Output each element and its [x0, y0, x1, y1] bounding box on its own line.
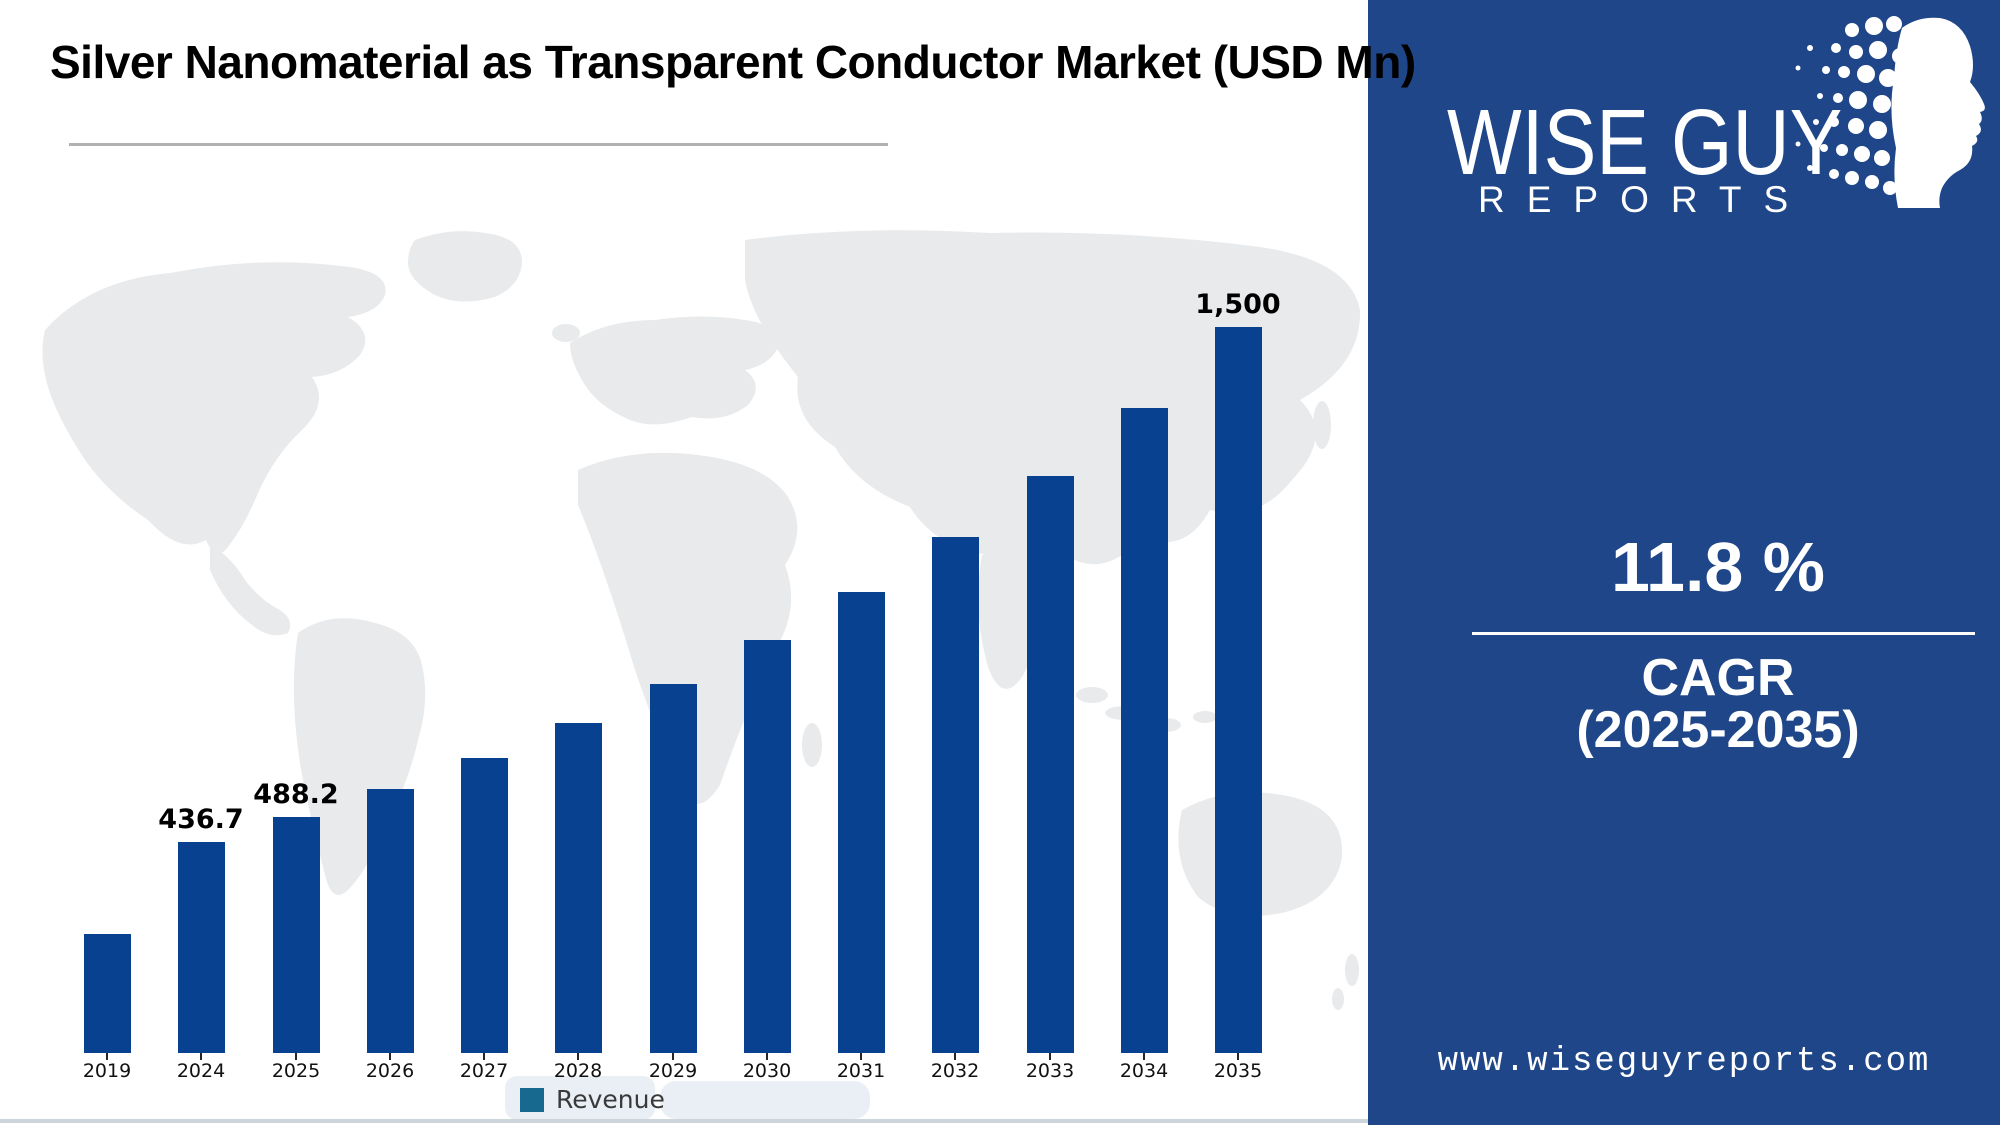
x-axis-tick [389, 1053, 391, 1060]
bar-2030 [743, 640, 791, 1053]
legend: Revenue [520, 1087, 665, 1113]
x-axis-tick [1237, 1053, 1239, 1060]
x-axis-tick [1143, 1053, 1145, 1060]
world-map-background [42, 230, 1361, 1010]
bar-2025 [272, 817, 320, 1053]
stat-divider [1472, 632, 1975, 635]
x-axis-tick [766, 1053, 768, 1060]
bar-2034 [1120, 408, 1168, 1053]
x-axis-tick [577, 1053, 579, 1060]
x-tick-label-2019: 2019 [82, 1060, 132, 1082]
x-tick-label-2024: 2024 [176, 1060, 226, 1082]
x-axis-tick [106, 1053, 108, 1060]
bar-2019 [83, 934, 131, 1053]
wise-guy-head-icon [1795, 16, 1985, 208]
x-tick-label-2028: 2028 [553, 1060, 603, 1082]
chart-area: 2019 2024 436.7 2025 488.2 2026 2027 2028 2029 20… [0, 230, 1368, 1123]
map-greenland [408, 231, 522, 302]
bars-layer: 2019 2024 436.7 2025 488.2 2026 2027 2028 2029 20… [82, 289, 1281, 1082]
x-tick-label-2030: 2030 [742, 1060, 792, 1082]
x-tick-label-2025: 2025 [271, 1060, 321, 1082]
chart-bottom-rule [0, 1119, 1368, 1123]
logo-reports-text: REPORTS [1478, 179, 1811, 220]
x-axis-tick [1049, 1053, 1051, 1060]
x-tick-label-2027: 2027 [459, 1060, 509, 1082]
x-tick-label-2031: 2031 [836, 1060, 886, 1082]
bar-2026 [366, 789, 414, 1053]
map-madagascar [802, 723, 822, 767]
map-japan [1313, 401, 1331, 449]
map-antarctica-fragment [660, 1081, 870, 1119]
map-north-america [42, 262, 386, 554]
x-axis-tick [295, 1053, 297, 1060]
logo-wise-guy-text: WISE GUY [1447, 90, 1843, 194]
x-tick-label-2029: 2029 [648, 1060, 698, 1082]
bar-2033 [1026, 476, 1074, 1053]
bar-2027 [460, 758, 508, 1053]
title-underline [69, 143, 888, 146]
x-axis-tick [483, 1053, 485, 1060]
map-europe [570, 316, 779, 425]
website-link[interactable]: www.wiseguyreports.com [1437, 1043, 1931, 1081]
x-tick-label-2033: 2033 [1025, 1060, 1075, 1082]
map-india [978, 553, 1039, 689]
page-title: Silver Nanomaterial as Transparent Condu… [50, 36, 1416, 88]
bar-2029 [649, 684, 697, 1053]
map-south-america [293, 618, 426, 895]
bar-value-label-2024: 436.7 [158, 804, 244, 835]
x-axis-tick [860, 1053, 862, 1060]
legend-revenue-label: Revenue [556, 1085, 665, 1114]
map-africa [578, 452, 798, 804]
x-tick-label-2035: 2035 [1213, 1060, 1263, 1082]
x-axis-tick [672, 1053, 674, 1060]
bar-2031 [837, 592, 885, 1053]
bar-2024 [177, 842, 225, 1053]
cagr-label: CAGR [1641, 649, 1795, 707]
legend-revenue-swatch [520, 1088, 544, 1112]
x-axis-tick [200, 1053, 202, 1060]
sidebar: WISE GUY REPORTS 11.8 % CAGR (2025-2035) [1368, 0, 2000, 1125]
bar-2035 [1214, 327, 1262, 1053]
x-tick-label-2032: 2032 [930, 1060, 980, 1082]
cagr-value: 11.8 % [1610, 528, 1826, 606]
bar-2032 [931, 537, 979, 1053]
x-tick-label-2026: 2026 [365, 1060, 415, 1082]
map-new-zealand [1345, 954, 1359, 986]
x-axis-tick [954, 1053, 956, 1060]
map-central-america [210, 545, 291, 636]
map-asia [745, 230, 1361, 574]
bar-value-label-2035: 1,500 [1195, 289, 1281, 320]
x-tick-label-2034: 2034 [1119, 1060, 1169, 1082]
cagr-period: (2025-2035) [1576, 701, 1860, 759]
bar-value-label-2025: 488.2 [253, 779, 339, 810]
map-uk [552, 324, 580, 342]
bar-2028 [554, 723, 602, 1053]
